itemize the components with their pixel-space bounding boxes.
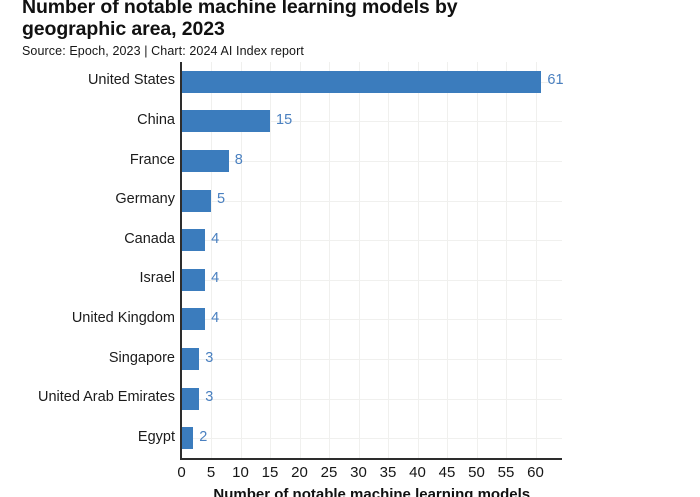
gridline-horizontal [181,200,562,202]
x-tick-label: 35 [379,464,397,481]
category-label: Singapore [108,349,175,366]
x-tick-label: 45 [438,464,456,481]
gridline-horizontal [181,121,562,123]
gridline-vertical [270,62,271,458]
category-label: Germany [115,191,175,208]
x-tick-label: 50 [468,464,485,481]
gridline-horizontal [181,319,562,321]
bar-value-label: 15 [276,111,293,128]
bar-value-label: 4 [211,270,220,287]
category-label: Canada [124,230,175,247]
bar [181,110,270,133]
gridline-horizontal [181,240,562,242]
bar [181,150,229,172]
gridline-vertical [476,62,478,458]
gridline-vertical [211,62,212,458]
bar [181,189,211,212]
gridline-vertical [358,62,360,458]
gridline-vertical [388,62,389,458]
category-label: United Kingdom [71,309,175,326]
bar-value-label: 61 [547,72,564,89]
chart-title-line1: Number of notable machine learning model… [22,0,458,18]
x-tick-label: 10 [232,464,249,481]
x-tick-label: 15 [261,464,279,481]
category-label: United Arab Emirates [37,389,175,406]
x-tick-label: 60 [527,464,544,481]
category-label: France [129,151,175,168]
category-label: Israel [139,270,175,287]
bar [181,387,200,410]
chart-header: Number of notable machine learning model… [22,0,682,58]
source-caption: Source: Epoch, 2023 | Chart: 2024 AI Ind… [22,44,304,58]
gridline-horizontal [181,438,562,440]
bar [181,70,542,93]
gridline-horizontal [181,398,562,400]
bar [181,268,206,291]
gridline-vertical [535,62,537,458]
x-tick-label: 40 [409,464,426,481]
gridline-vertical [240,62,242,458]
bar-value-label: 8 [234,151,243,168]
gridline-vertical [329,62,330,458]
bar [181,308,206,331]
x-axis-title: Number of notable machine learning model… [213,486,531,497]
x-tick-label: 30 [350,464,367,481]
gridline-horizontal [181,359,562,360]
gridline-vertical [506,62,507,458]
bar [181,348,200,370]
x-tick-label: 0 [177,464,186,481]
gridline-horizontal [181,279,562,281]
bar-value-label: 4 [211,309,220,326]
x-tick-label: 55 [497,464,515,481]
x-tick-label: 5 [206,464,216,481]
chart-title-line2: geographic area, 2023 [22,18,225,40]
bar-value-label: 4 [211,230,220,247]
bar-value-label: 3 [205,349,214,366]
x-tick-label: 25 [320,464,338,481]
category-label: United States [87,72,175,89]
gridline-vertical [417,62,419,458]
gridline-vertical [299,62,301,458]
category-label: Egypt [137,428,175,445]
gridline-horizontal [181,161,562,162]
bar-value-label: 5 [217,191,226,208]
category-label: China [137,111,175,128]
y-axis-line [180,62,182,460]
bar [181,427,194,450]
bar [181,229,206,252]
bar-value-label: 3 [205,389,214,406]
x-axis-line [180,458,562,460]
gridline-vertical [447,62,448,458]
x-tick-label: 20 [291,464,308,481]
bar-value-label: 2 [199,428,208,445]
